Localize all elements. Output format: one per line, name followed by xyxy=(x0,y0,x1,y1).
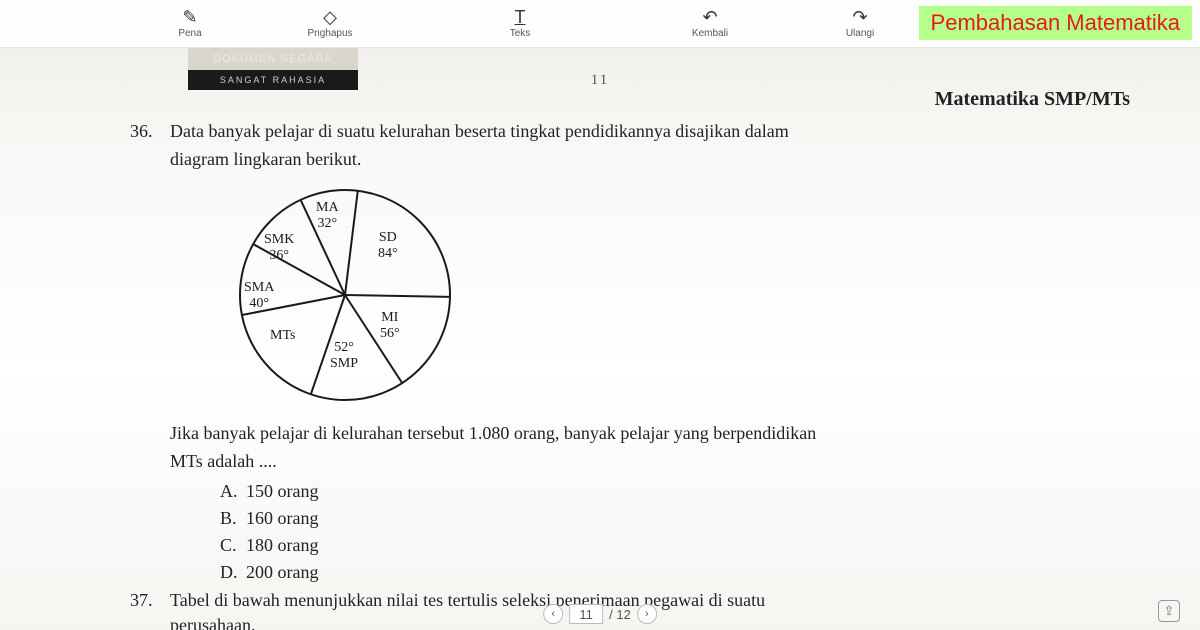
pen-icon: ✎ xyxy=(182,8,197,26)
q36-number: 36. xyxy=(130,118,153,144)
pie-chart: SD 84° MI 56° 52° SMP MTs SMA 40° SMK 36° MA 3… xyxy=(230,180,460,410)
q36-line2: diagram lingkaran berikut. xyxy=(170,146,1140,172)
pie-segment-label: SMK 36° xyxy=(264,232,294,263)
redo-icon: ↷ xyxy=(852,8,867,26)
undo-icon: ↶ xyxy=(702,8,717,26)
q36-line1: Data banyak pelajar di suatu kelurahan b… xyxy=(170,118,1140,144)
option-c: C.180 orang xyxy=(220,532,1140,559)
eraser-tool[interactable]: ◇ Pnghapus xyxy=(290,8,370,39)
pie-segment-label: MTs xyxy=(270,328,295,343)
undo-tool[interactable]: ↶ Kembali xyxy=(670,8,750,39)
pie-segment-label: MI 56° xyxy=(380,310,400,341)
share-button[interactable]: ⇪ xyxy=(1158,600,1180,622)
toolbar: ✎ Pena ◇ Pnghapus T Teks ↶ Kembali ↷ Ula… xyxy=(0,0,1200,48)
option-d: D.200 orang xyxy=(220,559,1140,586)
stamp-bottom: SANGAT RAHASIA xyxy=(188,70,358,90)
question-36: 36. Data banyak pelajar di suatu kelurah… xyxy=(170,118,1140,586)
eraser-icon: ◇ xyxy=(323,8,337,26)
overlay-title: Pembahasan Matematika xyxy=(919,6,1192,40)
redo-tool[interactable]: ↷ Ulangi xyxy=(820,8,900,39)
pen-tool[interactable]: ✎ Pena xyxy=(150,8,230,39)
q36-follow1: Jika banyak pelajar di kelurahan tersebu… xyxy=(170,420,1140,446)
q36-options: A.150 orang B.160 orang C.180 orang D.20… xyxy=(220,478,1140,586)
prev-page-button[interactable]: ‹ xyxy=(543,604,563,624)
pie-segment-label: SD 84° xyxy=(378,230,398,261)
subject-heading: Matematika SMP/MTs xyxy=(935,88,1130,111)
undo-label: Kembali xyxy=(692,28,728,39)
pie-segment-label: MA 32° xyxy=(316,200,339,231)
document-area: DOKUMEN NEGARA SANGAT RAHASIA 11 Matemat… xyxy=(0,48,1200,630)
pie-segment-label: SMA 40° xyxy=(244,280,274,311)
redo-label: Ulangi xyxy=(846,28,874,39)
top-page-number: 11 xyxy=(591,72,609,89)
text-label: Teks xyxy=(510,28,531,39)
text-tool[interactable]: T Teks xyxy=(480,8,560,39)
pie-segment-label: 52° SMP xyxy=(330,340,358,371)
next-page-button[interactable]: › xyxy=(637,604,657,624)
q36-follow2: MTs adalah .... xyxy=(170,448,1140,474)
stamp-top: DOKUMEN NEGARA xyxy=(188,48,358,70)
share-icon: ⇪ xyxy=(1164,603,1175,619)
total-pages: / 12 xyxy=(609,607,631,622)
page-navigator: ‹ 11 / 12 › xyxy=(543,604,657,624)
pen-label: Pena xyxy=(178,28,201,39)
eraser-label: Pnghapus xyxy=(307,28,352,39)
document-stamps: DOKUMEN NEGARA SANGAT RAHASIA xyxy=(188,48,358,90)
option-a: A.150 orang xyxy=(220,478,1140,505)
current-page[interactable]: 11 xyxy=(569,604,603,624)
option-b: B.160 orang xyxy=(220,505,1140,532)
q37-number: 37. xyxy=(130,588,153,613)
text-icon: T xyxy=(515,8,526,26)
